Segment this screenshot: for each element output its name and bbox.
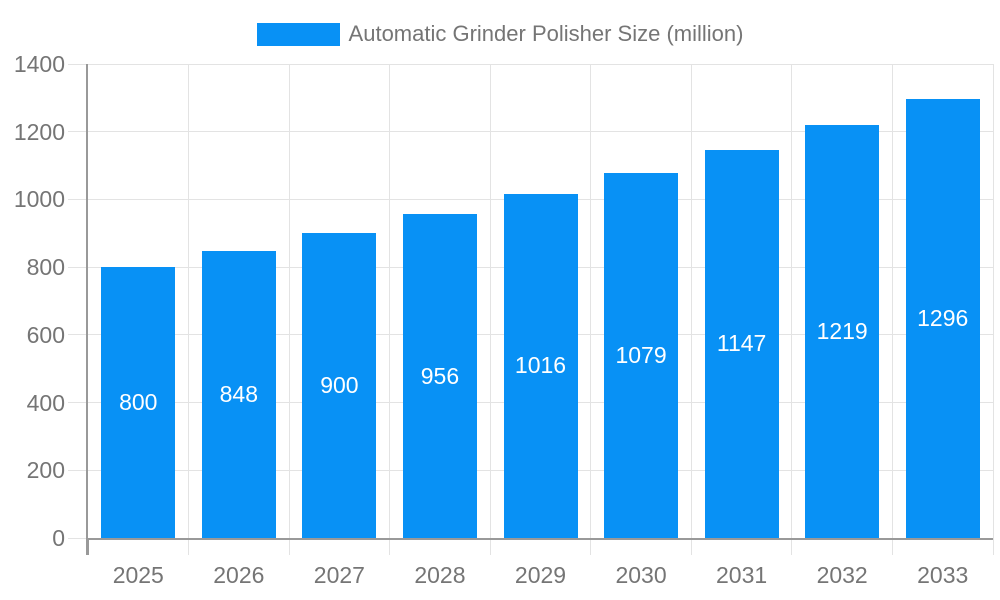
v-gridline — [389, 64, 391, 538]
x-axis-label: 2028 — [414, 562, 466, 588]
v-gridline — [188, 64, 190, 538]
bar-2033[interactable]: 1296 — [905, 99, 980, 538]
y-tick-mark — [68, 198, 88, 200]
v-gridline — [489, 64, 491, 538]
bar-value-label: 900 — [320, 372, 359, 399]
v-gridline — [791, 64, 793, 538]
bar-value-label: 848 — [219, 380, 259, 407]
y-axis-label: 800 — [26, 254, 65, 281]
y-axis-label: 600 — [26, 321, 65, 348]
bar-value-label: 1147 — [716, 330, 767, 357]
bar-value-label: 1079 — [615, 341, 667, 368]
x-axis-label: 2026 — [213, 562, 265, 588]
x-tick-mark — [188, 538, 190, 555]
y-tick-mark — [68, 63, 88, 65]
x-tick-mark — [288, 538, 290, 555]
x-tick-mark — [791, 538, 793, 555]
v-gridline — [288, 64, 290, 538]
bar-value-label: 956 — [420, 362, 460, 389]
bar-2026[interactable]: 848 — [201, 250, 276, 538]
v-gridline — [690, 64, 692, 538]
bar-2030[interactable]: 1079 — [604, 172, 679, 538]
v-gridline — [891, 64, 893, 538]
bar-2029[interactable]: 1016 — [503, 194, 578, 538]
h-gridline — [88, 131, 993, 133]
x-axis-label: 2029 — [514, 562, 567, 588]
x-axis-label: 2032 — [816, 562, 868, 588]
x-tick-mark — [590, 538, 592, 555]
y-axis-label: 1200 — [13, 118, 65, 145]
legend-swatch — [256, 22, 340, 46]
legend[interactable]: Automatic Grinder Polisher Size (million… — [0, 21, 1000, 47]
x-tick-mark — [891, 538, 893, 555]
y-axis-label: 400 — [26, 389, 65, 416]
x-axis-label: 2025 — [112, 562, 164, 588]
x-axis-label: 2033 — [917, 562, 969, 588]
legend-label: Automatic Grinder Polisher Size (million… — [348, 21, 744, 46]
y-axis-label: 1400 — [13, 51, 65, 77]
bar-value-label: 800 — [119, 389, 158, 416]
x-tick-mark — [389, 538, 391, 555]
x-tick-mark — [992, 538, 994, 555]
y-axis-label: 0 — [52, 525, 65, 551]
bar-2027[interactable]: 900 — [302, 233, 377, 538]
y-axis-line — [86, 64, 88, 555]
v-gridline — [992, 64, 994, 538]
v-gridline — [590, 64, 592, 538]
y-tick-mark — [68, 402, 88, 404]
y-tick-mark — [68, 131, 88, 133]
x-axis-label: 2031 — [716, 562, 768, 588]
bar-2028[interactable]: 956 — [402, 214, 477, 538]
bar-value-label: 1016 — [514, 352, 567, 379]
x-tick-mark — [489, 538, 491, 555]
x-tick-mark — [690, 538, 692, 555]
bar-2025[interactable]: 800 — [101, 267, 176, 538]
y-axis-label: 200 — [26, 457, 65, 484]
h-gridline — [88, 63, 993, 65]
y-tick-mark — [68, 537, 88, 539]
y-axis-label: 1000 — [13, 186, 65, 213]
y-tick-mark — [68, 334, 88, 336]
y-tick-mark — [68, 469, 88, 471]
x-tick-mark — [87, 538, 89, 555]
x-axis-line — [86, 538, 993, 540]
x-axis-label: 2027 — [313, 562, 365, 588]
y-tick-mark — [68, 266, 88, 268]
bar-value-label: 1296 — [917, 305, 969, 332]
x-axis-label: 2030 — [615, 562, 667, 588]
bar-value-label: 1219 — [816, 318, 868, 345]
bar-2032[interactable]: 1219 — [805, 125, 880, 538]
bar-2031[interactable]: 1147 — [704, 149, 779, 538]
